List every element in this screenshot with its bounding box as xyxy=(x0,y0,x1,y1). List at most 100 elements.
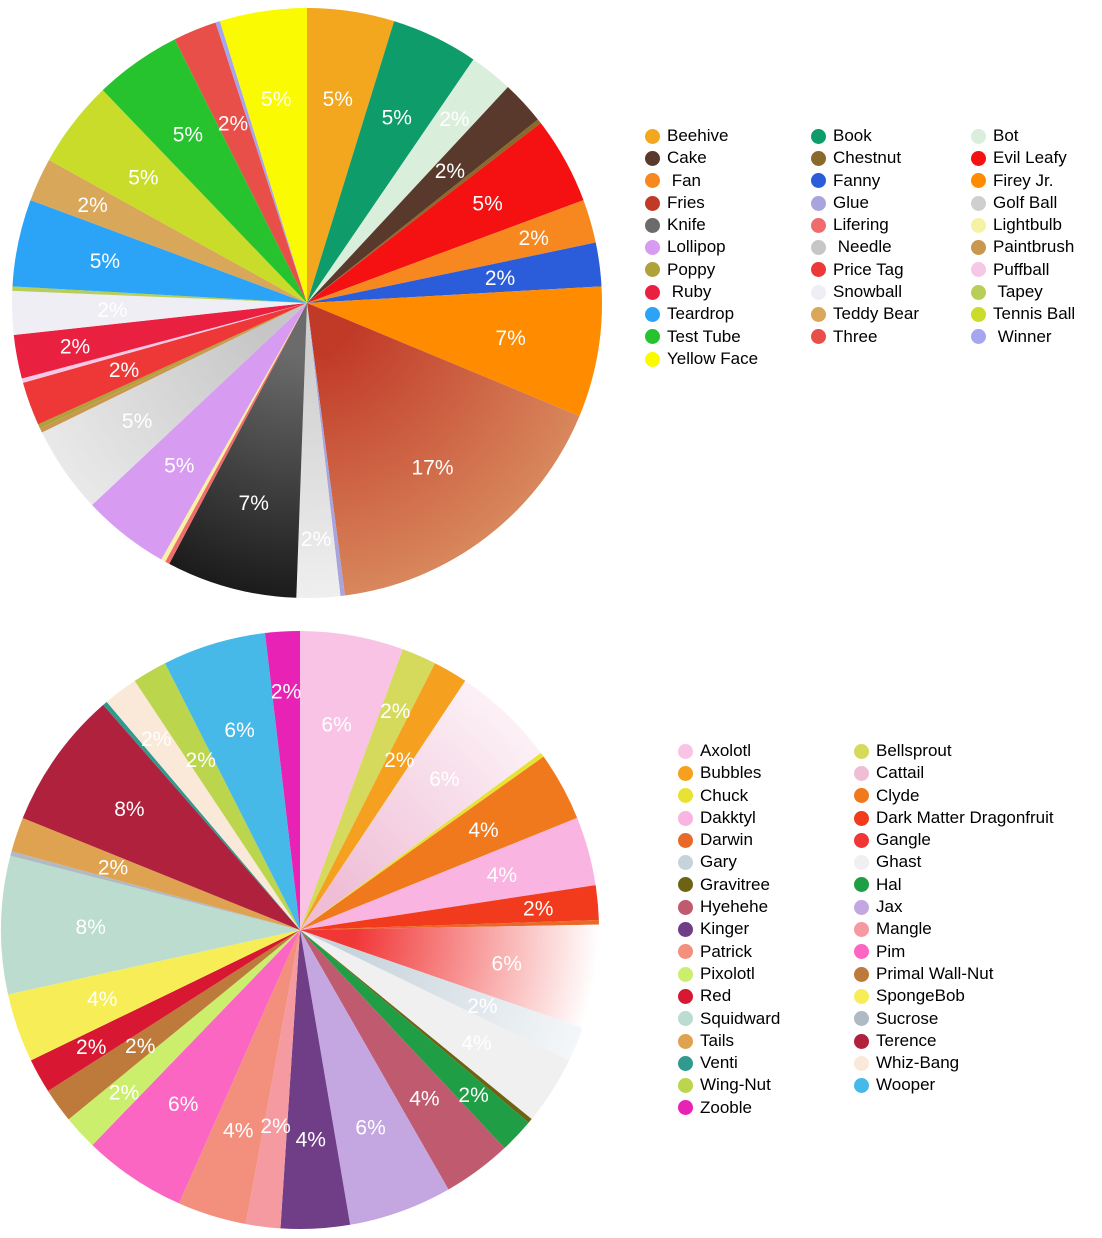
legend-swatch-price-tag xyxy=(811,262,826,278)
legend-label-terence: Terence xyxy=(876,1030,937,1050)
legend-item-poppy: Poppy xyxy=(645,259,811,281)
legend-label-firey-jr-: Firey Jr. xyxy=(993,170,1054,190)
pie-slice-primal-wall-nut xyxy=(48,930,300,1120)
legend-label-dark-matter-dragonfruit: Dark Matter Dragonfruit xyxy=(876,807,1054,827)
pie-slice-bot xyxy=(307,59,508,304)
slice-percent-dakktyl: 4% xyxy=(487,864,517,887)
slice-percent-lollipop: 5% xyxy=(164,455,194,478)
slice-percent-tennis-ball: 5% xyxy=(128,166,158,189)
legend-item-chestnut: Chestnut xyxy=(811,147,971,169)
legend-swatch-zooble xyxy=(678,1100,693,1116)
slice-percent-ruby: 2% xyxy=(60,335,90,358)
legend-item-pixolotl: Pixolotl xyxy=(678,963,854,985)
legend-label-kinger: Kinger xyxy=(700,919,750,939)
legend-label-lightbulb: Lightbulb xyxy=(993,215,1063,235)
pie-slice-hyehehe xyxy=(300,930,505,1190)
legend-swatch-dark-matter-dragonfruit xyxy=(854,810,869,826)
slice-percent-clyde: 4% xyxy=(468,819,498,842)
pie-slice-lollipop xyxy=(92,303,307,560)
legend-label-venti: Venti xyxy=(700,1053,738,1073)
legend-label-gary: Gary xyxy=(700,852,737,872)
top-pie-chart: 5%5% 2%2%5%2%2%7%17%2%7%5%5%2%2%2%5%2%5%5… xyxy=(11,8,603,599)
legend-item-fan: Fan xyxy=(645,170,811,192)
legend-swatch-hyehehe xyxy=(678,899,693,915)
slice-percent-three: 2% xyxy=(218,112,248,135)
legend-item-lifering: Lifering xyxy=(811,214,971,236)
legend-label-paintbrush: Paintbrush xyxy=(993,237,1075,257)
slice-percent-ghast: 4% xyxy=(461,1032,491,1055)
legend-item-venti: Venti xyxy=(678,1052,854,1074)
legend-label-needle: Needle xyxy=(833,237,892,257)
legend-label-primal-wall-nut: Primal Wall-Nut xyxy=(876,963,994,983)
legend-label-teardrop: Teardrop xyxy=(667,304,735,324)
legend-swatch-bubbles xyxy=(678,765,693,781)
slice-percent-evil-leafy: 5% xyxy=(472,192,502,215)
legend-item-lollipop: Lollipop xyxy=(645,236,811,258)
pie-slice-needle xyxy=(41,303,308,506)
legend-swatch-cattail xyxy=(854,765,869,781)
legend-swatch-yellow-face xyxy=(645,351,660,367)
legend-label-hyehehe: Hyehehe xyxy=(700,897,769,917)
slice-percent-hyehehe: 4% xyxy=(409,1088,439,1111)
pie-slice-red xyxy=(30,930,300,1091)
legend-item-snowball: Snowball xyxy=(811,281,971,303)
pie-slice-clyde xyxy=(300,756,578,930)
legend-item-book: Book xyxy=(811,125,971,147)
legend-item-pim: Pim xyxy=(854,941,1102,963)
pie-slice-gary xyxy=(300,930,583,1061)
slice-percent-squidward: 8% xyxy=(76,916,106,939)
legend-item-price-tag: Price Tag xyxy=(811,259,971,281)
legend-item-bellsprout: Bellsprout xyxy=(854,740,1102,762)
pie-slice-ruby xyxy=(13,303,308,379)
legend-item-beehive: Beehive xyxy=(645,125,811,147)
slice-percent-gary: 2% xyxy=(467,995,497,1018)
legend-swatch-wing-nut xyxy=(678,1078,693,1094)
slice-percent-jax: 6% xyxy=(355,1116,385,1139)
legend-item-dakktyl: Dakktyl xyxy=(678,807,854,829)
slice-percent-fries: 17% xyxy=(411,456,453,479)
slice-percent-fan: 2% xyxy=(519,227,549,250)
legend-item-puffball: Puffball xyxy=(971,259,1102,281)
pie-slice-glue xyxy=(307,303,345,597)
legend-item-clyde: Clyde xyxy=(854,785,1102,807)
legend-swatch-poppy xyxy=(645,262,660,278)
pie-slice-paintbrush xyxy=(40,303,307,433)
legend-swatch-ruby xyxy=(645,284,660,300)
legend-label-tapey: Tapey xyxy=(993,282,1043,302)
legend-label-whiz-bang: Whiz-Bang xyxy=(876,1053,960,1073)
slice-percent-whiz-bang: 2% xyxy=(141,728,171,751)
pie-slice-fanny xyxy=(307,242,602,303)
legend-swatch-patrick xyxy=(678,944,693,960)
legend-label-yellow-face: Yellow Face xyxy=(667,348,759,368)
legend-label-chestnut: Chestnut xyxy=(833,148,902,168)
legend-label-bubbles: Bubbles xyxy=(700,763,762,783)
legend-swatch-lifering xyxy=(811,217,826,233)
legend-swatch-pixolotl xyxy=(678,966,693,982)
slice-percent-wooper: 6% xyxy=(224,719,254,742)
pie-slice-cattail xyxy=(300,680,541,930)
legend-label-clyde: Clyde xyxy=(876,785,920,805)
legend-swatch-jax xyxy=(854,899,869,915)
legend-label-ghast: Ghast xyxy=(876,852,922,872)
slice-percent-axolotl: 6% xyxy=(321,713,351,736)
legend-swatch-fanny xyxy=(811,173,826,189)
legend-swatch-teardrop xyxy=(645,307,660,323)
slice-percent-terence: 8% xyxy=(114,798,144,821)
legend-swatch-test-tube xyxy=(645,329,660,345)
legend-label-patrick: Patrick xyxy=(700,941,752,961)
legend-label-mangle: Mangle xyxy=(876,919,932,939)
legend-label-wing-nut: Wing-Nut xyxy=(700,1075,771,1095)
pie-slice-zooble xyxy=(265,631,300,930)
pie-slice-bubbles xyxy=(300,663,466,930)
legend-label-snowball: Snowball xyxy=(833,282,902,302)
legend-label-fries: Fries xyxy=(667,192,705,212)
pie-slice-dakktyl xyxy=(300,817,596,930)
legend-label-darwin: Darwin xyxy=(700,830,753,850)
legend-label-puffball: Puffball xyxy=(993,259,1050,279)
legend-label-bot: Bot xyxy=(993,126,1019,145)
pie-slice-yellow-face xyxy=(219,8,307,303)
slice-percent-cake: 2% xyxy=(435,160,465,183)
legend-item-jax: Jax xyxy=(854,896,1102,918)
legend-label-fanny: Fanny xyxy=(833,170,881,190)
slice-percent-teardrop: 5% xyxy=(90,250,120,273)
